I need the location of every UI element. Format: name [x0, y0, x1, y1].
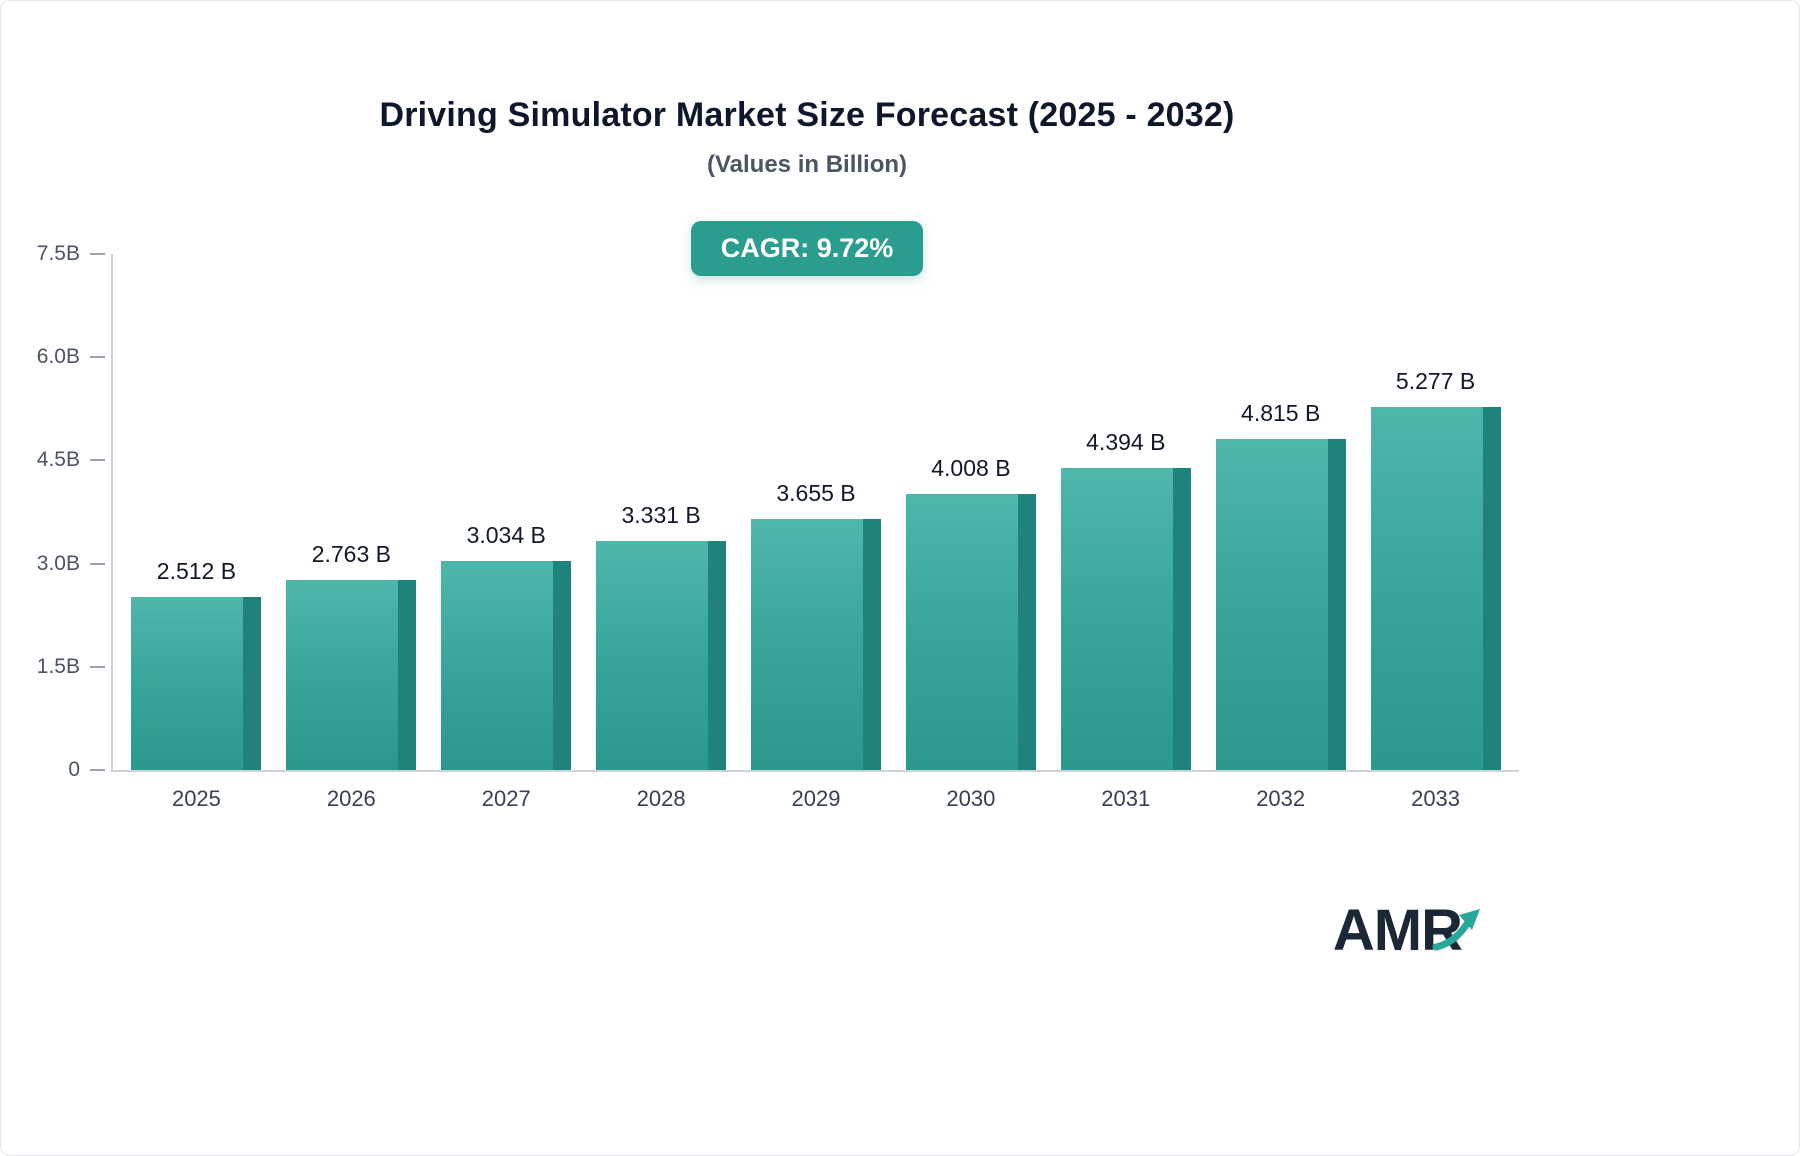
chart-header: Driving Simulator Market Size Forecast (…: [1, 1, 1613, 276]
y-axis: 7.5B 6.0B 4.5B 3.0B 1.5B 0: [0, 242, 105, 781]
y-tick: 7.5B: [28, 242, 105, 266]
y-tick-label: 0: [68, 758, 80, 781]
y-tick-mark: [90, 562, 105, 565]
y-tick-mark: [90, 253, 105, 255]
bar: [286, 579, 417, 770]
y-tick: 3.0B: [28, 552, 105, 576]
x-tick-label: 2025: [171, 786, 221, 811]
y-tick: 4.5B: [28, 448, 105, 472]
y-tick: 0: [28, 758, 105, 782]
bar-face: [131, 597, 244, 770]
bar: [1215, 438, 1346, 770]
chart-subtitle: (Values in Billion): [706, 151, 908, 178]
x-tick-label: 2030: [946, 786, 996, 811]
bar-group: 3.331 B 2028: [584, 254, 739, 811]
bar-group: 4.008 B 2030: [893, 254, 1048, 811]
x-tick-label: 2032: [1256, 786, 1306, 811]
x-tick-label: 2027: [481, 786, 531, 811]
bar-side: [1482, 406, 1501, 770]
bar-side: [1327, 438, 1346, 770]
x-tick-label: 2029: [791, 786, 841, 811]
cagr-badge: CAGR: 9.72%: [690, 221, 924, 276]
bar: [1060, 467, 1191, 770]
bar-face: [905, 494, 1018, 770]
bar-group: 4.394 B 2031: [1048, 254, 1203, 811]
x-tick-label: 2033: [1411, 786, 1461, 811]
bars-row: 2.512 B 2025 2.763 B 2026 3.034 B 2027 3.331 B…: [113, 254, 1519, 811]
plot-area: 7.5B 6.0B 4.5B 3.0B 1.5B 0 2.512 B 2025 2.763 B…: [37, 242, 1519, 811]
bar: [131, 597, 262, 770]
y-tick-mark: [90, 356, 105, 359]
brand-logo-text: AMR: [1332, 898, 1463, 963]
y-tick-label: 4.5B: [36, 448, 80, 472]
brand-logo: AMR: [1333, 902, 1484, 960]
bar-value-label: 3.655 B: [776, 479, 856, 506]
bar-group: 2.763 B 2026: [274, 254, 429, 811]
y-tick-label: 1.5B: [36, 654, 80, 678]
bar-face: [441, 561, 554, 770]
bar-value-label: 4.394 B: [1086, 428, 1166, 455]
y-tick-label: 7.5B: [36, 242, 80, 265]
bar: [441, 561, 572, 770]
bar-value-label: 5.277 B: [1395, 367, 1476, 394]
bar-group: 4.815 B 2032: [1203, 254, 1358, 811]
bar-face: [286, 579, 399, 770]
bar-side: [1172, 467, 1191, 770]
bar-face: [1060, 467, 1173, 770]
bar-group: 5.277 B 2033: [1358, 254, 1513, 811]
y-tick-mark: [90, 459, 105, 462]
bar-face: [751, 518, 863, 770]
bar-value-label: 3.034 B: [466, 522, 546, 549]
bar-value-label: 4.815 B: [1241, 399, 1321, 426]
bar: [905, 494, 1036, 770]
bar: [751, 518, 881, 770]
bar-side: [1017, 494, 1036, 770]
y-tick-label: 3.0B: [36, 551, 80, 575]
bar-group: 3.655 B 2029: [739, 254, 894, 811]
bar-face: [1370, 406, 1483, 770]
bar-side: [708, 540, 727, 770]
bar-group: 2.512 B 2025: [119, 254, 274, 811]
y-tick: 6.0B: [28, 345, 105, 369]
x-tick-label: 2028: [636, 786, 686, 811]
bar: [596, 540, 727, 770]
bar-value-label: 4.008 B: [931, 455, 1011, 482]
y-tick-mark: [90, 665, 105, 668]
bar-side: [243, 597, 262, 770]
y-tick-mark: [90, 769, 105, 771]
chart-title: Driving Simulator Market Size Forecast (…: [379, 96, 1235, 134]
bar-value-label: 2.512 B: [156, 558, 237, 585]
growth-arrow-icon: [1432, 905, 1484, 958]
x-tick-label: 2031: [1101, 786, 1151, 811]
bar-face: [1215, 438, 1328, 770]
y-tick-label: 6.0B: [36, 345, 80, 369]
bar-side: [553, 561, 572, 770]
bar-face: [596, 540, 709, 770]
bar-value-label: 2.763 B: [311, 540, 391, 567]
bar-side: [398, 579, 417, 770]
bar-side: [863, 518, 881, 770]
x-tick-label: 2026: [326, 786, 376, 811]
bar: [1370, 406, 1501, 770]
bar-group: 3.034 B 2027: [429, 254, 584, 811]
y-tick: 1.5B: [28, 655, 105, 679]
bar-value-label: 3.331 B: [621, 501, 701, 528]
